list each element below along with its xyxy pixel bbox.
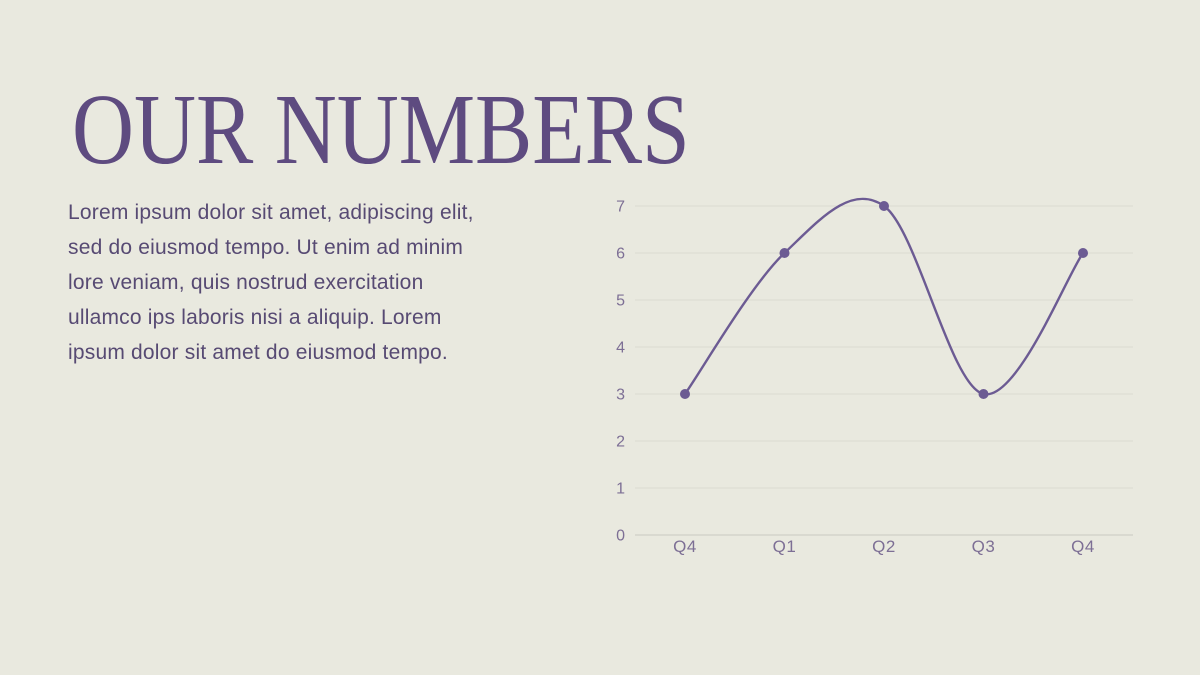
- y-tick-label: 5: [616, 293, 625, 310]
- x-tick-label: Q2: [872, 537, 896, 556]
- y-tick-label: 3: [616, 387, 625, 404]
- chart-point-marker: [779, 248, 790, 258]
- y-tick-label: 2: [616, 434, 625, 451]
- paragraph-line: ipsum dolor sit amet do eiusmod tempo.: [68, 341, 448, 364]
- paragraph-line: sed do eiusmod tempo. Ut enim ad minim: [68, 236, 464, 259]
- y-tick-label: 6: [616, 246, 625, 263]
- y-tick-label: 7: [616, 199, 625, 216]
- y-tick-label: 4: [616, 340, 625, 357]
- x-tick-label: Q1: [773, 537, 797, 556]
- chart-line: [683, 197, 1085, 396]
- body-paragraph: Lorem ipsum dolor sit amet, adipiscing e…: [68, 195, 588, 370]
- numbers-line-chart: 0 1 2 3 4 5 6 7 Q4 Q1 Q2 Q3 Q4: [598, 185, 1160, 575]
- x-tick-label: Q3: [972, 537, 996, 556]
- x-tick-label: Q4: [1071, 537, 1095, 556]
- paragraph-line: ullamco ips laboris nisi a aliquip. Lore…: [68, 306, 442, 329]
- paragraph-line: lore veniam, quis nostrud exercitation: [68, 271, 424, 294]
- chart-point-marker: [978, 389, 989, 399]
- page-title: OUR NUMBERS: [72, 73, 690, 185]
- y-tick-label: 1: [616, 481, 625, 498]
- chart-point-marker: [1078, 248, 1088, 258]
- y-tick-label: 0: [616, 528, 625, 545]
- paragraph-line: Lorem ipsum dolor sit amet, adipiscing e…: [68, 201, 474, 224]
- x-tick-label: Q4: [673, 537, 697, 556]
- line-chart-canvas: 0 1 2 3 4 5 6 7 Q4 Q1 Q2 Q3 Q4: [616, 197, 1133, 556]
- chart-point-marker: [879, 201, 889, 211]
- chart-point-marker: [680, 389, 690, 399]
